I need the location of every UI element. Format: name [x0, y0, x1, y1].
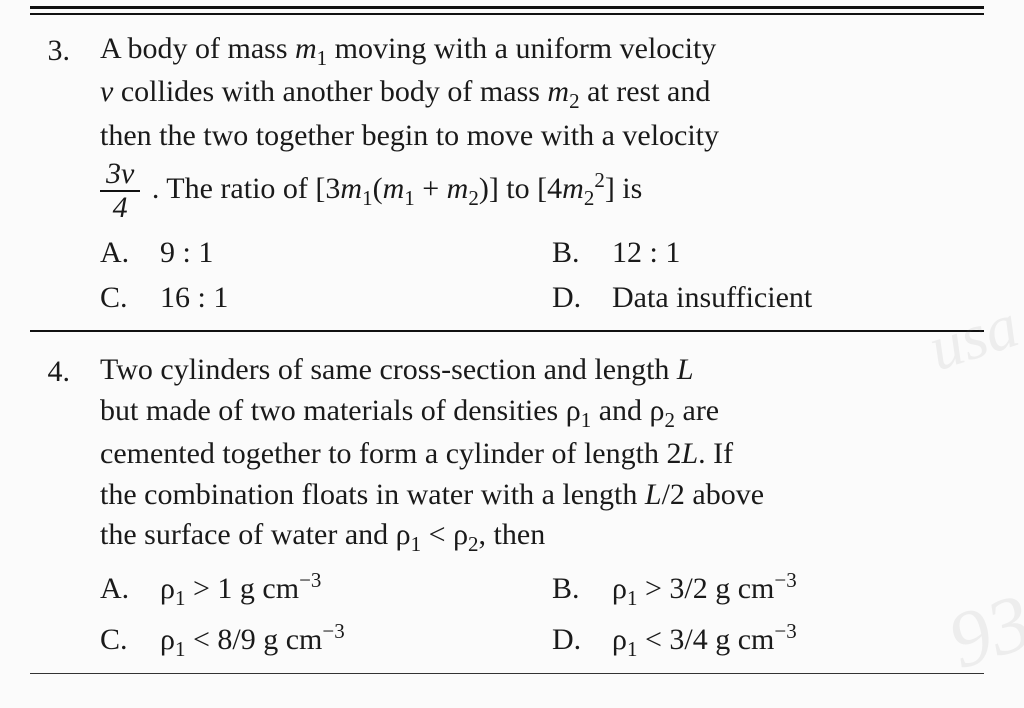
bottom-rule: [30, 673, 984, 674]
question-3: 3. A body of mass m1 moving with a unifo…: [30, 29, 984, 318]
question-3-stem-line3: then the two together begin to move with…: [100, 116, 984, 157]
option-label: D.: [552, 620, 588, 661]
option-text: ρ1 < 8/9 g cm−3: [160, 617, 345, 663]
fraction-denominator: 4: [100, 192, 140, 224]
option-text: 12 : 1: [612, 233, 680, 274]
question-3-option-D: D. Data insufficient: [552, 278, 984, 319]
fraction-numerator: 3v: [100, 158, 140, 192]
option-text: 9 : 1: [160, 233, 213, 274]
question-3-stem-line2: v collides with another body of mass m2 …: [100, 72, 984, 115]
question-4-option-C: C. ρ1 < 8/9 g cm−3: [100, 617, 532, 663]
fraction-3v-over-4: 3v 4: [100, 158, 140, 223]
question-4-body: Two cylinders of same cross-section and …: [100, 350, 984, 663]
question-3-option-B: B. 12 : 1: [552, 233, 984, 274]
option-label: C.: [100, 278, 136, 319]
question-4-stem-line5: the surface of water and ρ1 < ρ2, then: [100, 515, 984, 558]
option-text: ρ1 > 1 g cm−3: [160, 566, 321, 612]
option-label: B.: [552, 569, 588, 610]
question-4-option-B: B. ρ1 > 3/2 g cm−3: [552, 566, 984, 612]
question-4-option-A: A. ρ1 > 1 g cm−3: [100, 566, 532, 612]
question-4-stem-line3: cemented together to form a cylinder of …: [100, 434, 984, 475]
option-text: 16 : 1: [160, 278, 228, 319]
option-label: B.: [552, 233, 588, 274]
question-3-options: A. 9 : 1 B. 12 : 1 C. 16 : 1 D. Data ins…: [100, 233, 984, 318]
question-4: 4. Two cylinders of same cross-section a…: [30, 350, 984, 663]
option-label: D.: [552, 278, 588, 319]
question-4-options: A. ρ1 > 1 g cm−3 B. ρ1 > 3/2 g cm−3 C. ρ…: [100, 566, 984, 663]
option-label: A.: [100, 233, 136, 274]
question-3-option-A: A. 9 : 1: [100, 233, 532, 274]
option-label: A.: [100, 569, 136, 610]
question-3-after-frac: . The ratio of [3m1(m1 + m2)] to [4m22] …: [152, 172, 642, 205]
question-3-body: A body of mass m1 moving with a uniform …: [100, 29, 984, 318]
question-4-stem-line1: Two cylinders of same cross-section and …: [100, 350, 984, 391]
question-4-option-D: D. ρ1 < 3/4 g cm−3: [552, 617, 984, 663]
page: usa 93 3. A body of mass m1 moving with …: [0, 0, 1024, 708]
question-4-stem-line4: the combination floats in water with a l…: [100, 475, 984, 516]
option-text: Data insufficient: [612, 278, 812, 319]
option-text: ρ1 < 3/4 g cm−3: [612, 617, 797, 663]
top-double-rule: [30, 6, 984, 15]
question-divider: [30, 330, 984, 332]
option-text: ρ1 > 3/2 g cm−3: [612, 566, 797, 612]
question-4-stem-line2: but made of two materials of densities ρ…: [100, 391, 984, 434]
question-3-stem-line4: 3v 4 . The ratio of [3m1(m1 + m2)] to [4…: [100, 156, 984, 225]
question-3-number: 3.: [30, 29, 70, 318]
question-4-number: 4.: [30, 350, 70, 663]
question-3-option-C: C. 16 : 1: [100, 278, 532, 319]
question-3-stem-line1: A body of mass m1 moving with a uniform …: [100, 29, 984, 72]
option-label: C.: [100, 620, 136, 661]
